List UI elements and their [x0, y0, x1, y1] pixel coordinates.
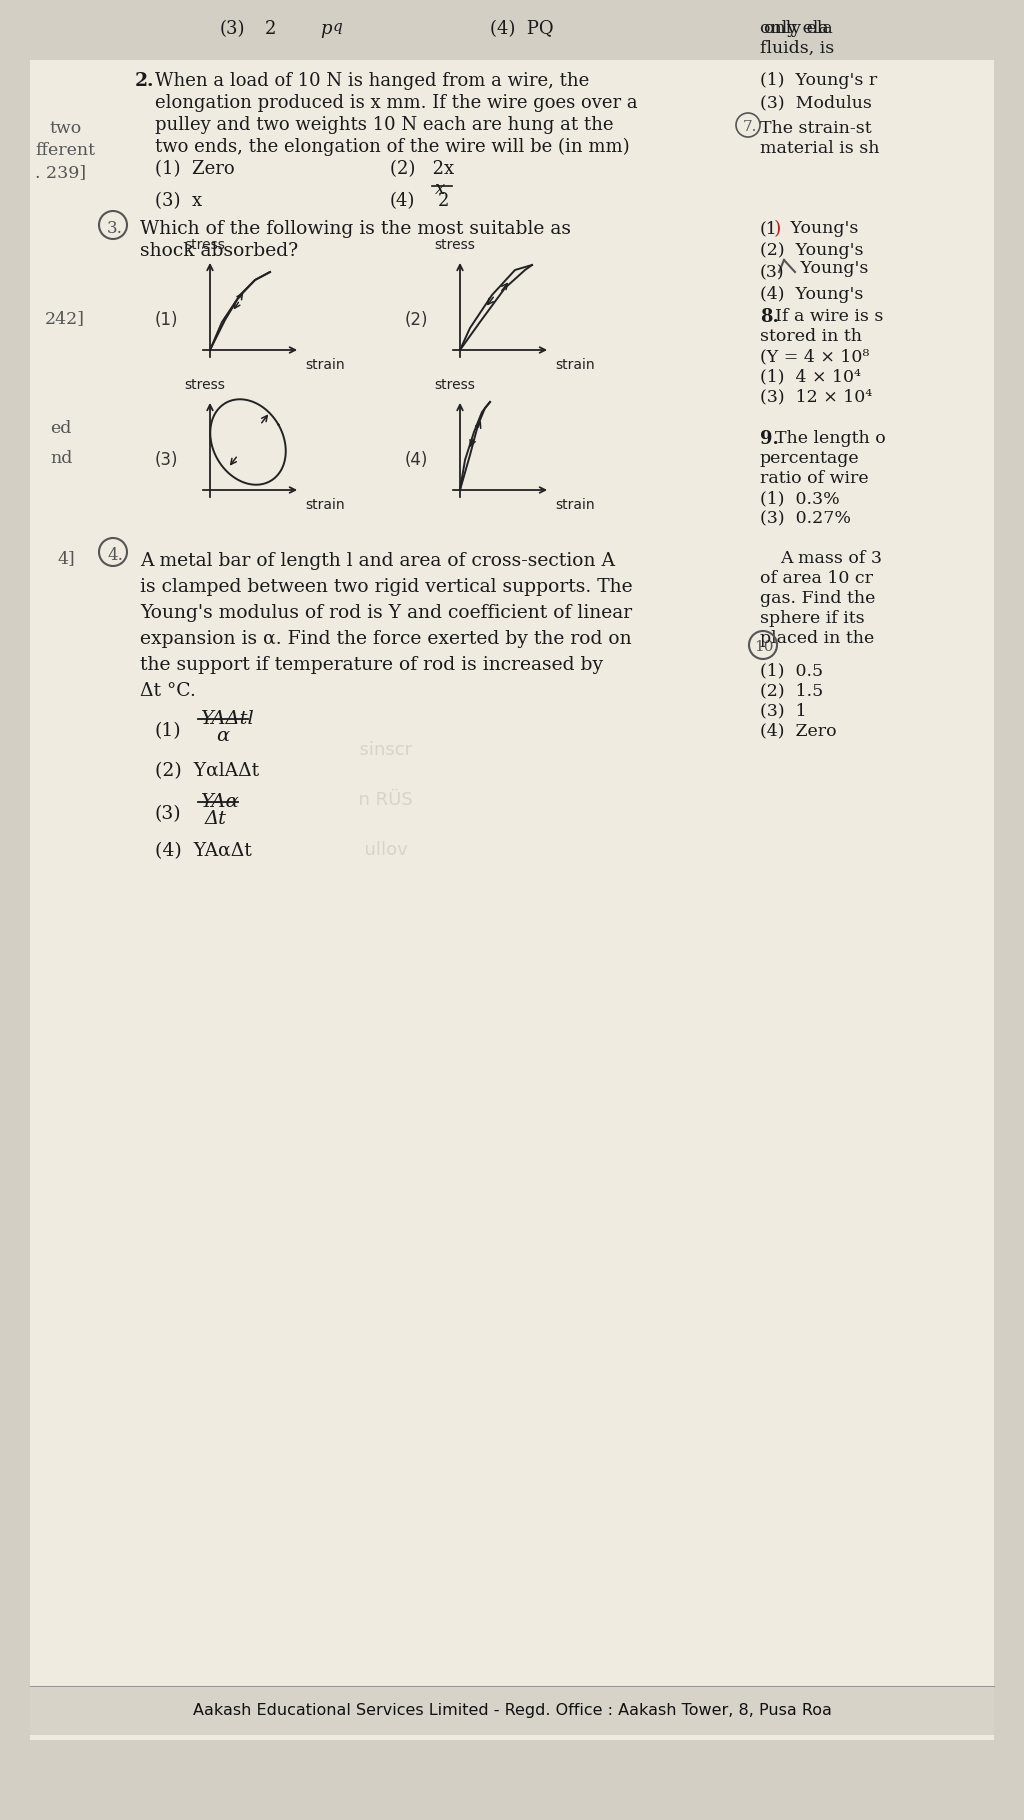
Text: Young's: Young's	[785, 220, 858, 237]
Text: (3)  Modulus: (3) Modulus	[760, 95, 871, 111]
Text: If a wire is s: If a wire is s	[775, 308, 884, 326]
Text: Young's modulus of rod is Y and coefficient of linear: Young's modulus of rod is Y and coeffici…	[140, 604, 632, 622]
Text: 8.: 8.	[760, 308, 779, 326]
Text: (1)  Young's r: (1) Young's r	[760, 73, 878, 89]
Text: (4)  Young's: (4) Young's	[760, 286, 863, 302]
Text: stress: stress	[184, 379, 225, 391]
Text: 2.: 2.	[135, 73, 155, 89]
Text: stress: stress	[434, 379, 475, 391]
Text: (3): (3)	[220, 20, 246, 38]
Text: ullov: ullov	[352, 841, 408, 859]
Text: p: p	[319, 20, 332, 38]
Text: Δt: Δt	[205, 810, 227, 828]
Text: strain: strain	[305, 359, 345, 371]
Text: (2)  YαlAΔt: (2) YαlAΔt	[155, 763, 259, 781]
Text: (1)  4 × 10⁴: (1) 4 × 10⁴	[760, 368, 861, 386]
Text: YAα: YAα	[200, 794, 239, 812]
Text: (4): (4)	[390, 191, 416, 209]
Text: two ends, the elongation of the wire will be (in mm): two ends, the elongation of the wire wil…	[155, 138, 630, 157]
Text: elongation produced is x mm. If the wire goes over a: elongation produced is x mm. If the wire…	[155, 95, 638, 113]
Text: is clamped between two rigid vertical supports. The: is clamped between two rigid vertical su…	[140, 579, 633, 595]
Text: the support if temperature of rod is increased by: the support if temperature of rod is inc…	[140, 655, 603, 673]
Text: (3): (3)	[155, 804, 181, 823]
Text: Aakash Educational Services Limited - Regd. Office : Aakash Tower, 8, Pusa Roa: Aakash Educational Services Limited - Re…	[193, 1704, 831, 1718]
Text: 9.: 9.	[760, 430, 779, 448]
Text: (1)  Zero: (1) Zero	[155, 160, 234, 178]
Text: nd: nd	[50, 450, 73, 468]
Text: 242]: 242]	[45, 309, 85, 328]
Text: (2)  Young's: (2) Young's	[760, 242, 863, 258]
Text: (2): (2)	[406, 311, 428, 329]
Text: percentage: percentage	[760, 450, 859, 468]
Text: only ela: only ela	[764, 20, 833, 36]
Text: strain: strain	[305, 499, 345, 511]
Text: expansion is α. Find the force exerted by the rod on: expansion is α. Find the force exerted b…	[140, 630, 632, 648]
Text: 4.: 4.	[106, 548, 123, 564]
Text: (2)  1.5: (2) 1.5	[760, 682, 823, 699]
Text: (3): (3)	[760, 264, 784, 280]
Text: A mass of 3: A mass of 3	[780, 550, 882, 568]
Text: two: two	[50, 120, 82, 136]
Text: (3)  12 × 10⁴: (3) 12 × 10⁴	[760, 388, 872, 406]
Text: fluids, is: fluids, is	[760, 40, 835, 56]
Text: The strain-st: The strain-st	[760, 120, 871, 136]
Text: (4)  Zero: (4) Zero	[760, 723, 837, 739]
Text: material is sh: material is sh	[760, 140, 880, 157]
Text: (3)  0.27%: (3) 0.27%	[760, 510, 851, 528]
Text: pulley and two weights 10 N each are hung at the: pulley and two weights 10 N each are hun…	[155, 116, 613, 135]
FancyBboxPatch shape	[30, 60, 994, 1740]
Text: placed in the: placed in the	[760, 630, 874, 646]
Text: (3)  x: (3) x	[155, 191, 202, 209]
Text: Young's: Young's	[795, 260, 868, 277]
Text: (3)  1: (3) 1	[760, 703, 807, 719]
Text: (1: (1	[760, 220, 778, 237]
Text: (4)  YAαΔt: (4) YAαΔt	[155, 843, 252, 861]
Text: fferent: fferent	[35, 142, 95, 158]
Text: The length o: The length o	[775, 430, 886, 448]
Text: ed: ed	[50, 420, 72, 437]
Text: (1)  0.3%: (1) 0.3%	[760, 490, 840, 508]
Text: stress: stress	[434, 238, 475, 251]
Text: 10.: 10.	[754, 641, 778, 653]
Text: strain: strain	[555, 499, 595, 511]
Text: n RÜS: n RÜS	[347, 792, 413, 810]
Text: (4): (4)	[406, 451, 428, 470]
Text: When a load of 10 N is hanged from a wire, the: When a load of 10 N is hanged from a wir…	[155, 73, 589, 89]
Text: of area 10 cr: of area 10 cr	[760, 570, 873, 588]
Text: strain: strain	[555, 359, 595, 371]
Text: q: q	[333, 20, 343, 35]
Text: sphere if its: sphere if its	[760, 610, 864, 628]
Text: YAΔtl: YAΔtl	[200, 710, 254, 728]
Text: α: α	[216, 726, 229, 744]
Text: (3): (3)	[155, 451, 178, 470]
Text: stress: stress	[184, 238, 225, 251]
Text: 2: 2	[438, 191, 450, 209]
Text: Δt °C.: Δt °C.	[140, 682, 196, 701]
Text: 3.: 3.	[106, 220, 123, 237]
Text: (4)  PQ: (4) PQ	[490, 20, 554, 38]
Text: 7.: 7.	[743, 120, 758, 135]
Text: 4]: 4]	[58, 550, 76, 568]
Text: only ela: only ela	[760, 20, 828, 36]
Text: x: x	[435, 180, 445, 198]
Text: gas. Find the: gas. Find the	[760, 590, 876, 608]
Text: (1)  0.5: (1) 0.5	[760, 662, 823, 679]
Text: ratio of wire: ratio of wire	[760, 470, 868, 488]
Text: A metal bar of length l and area of cross-section A: A metal bar of length l and area of cros…	[140, 551, 615, 570]
Text: (Y = 4 × 10⁸: (Y = 4 × 10⁸	[760, 348, 869, 366]
Text: shock absorbed?: shock absorbed?	[140, 242, 298, 260]
Text: . 239]: . 239]	[35, 164, 86, 180]
Text: 2: 2	[265, 20, 276, 38]
Text: stored in th: stored in th	[760, 328, 862, 346]
FancyBboxPatch shape	[30, 1687, 994, 1734]
Text: sinscr: sinscr	[348, 741, 412, 759]
Text: (1): (1)	[155, 311, 178, 329]
Text: Which of the following is the most suitable as: Which of the following is the most suita…	[140, 220, 571, 238]
Text: ): )	[774, 220, 781, 238]
Text: (1): (1)	[155, 723, 181, 741]
Text: (2)   2x: (2) 2x	[390, 160, 454, 178]
